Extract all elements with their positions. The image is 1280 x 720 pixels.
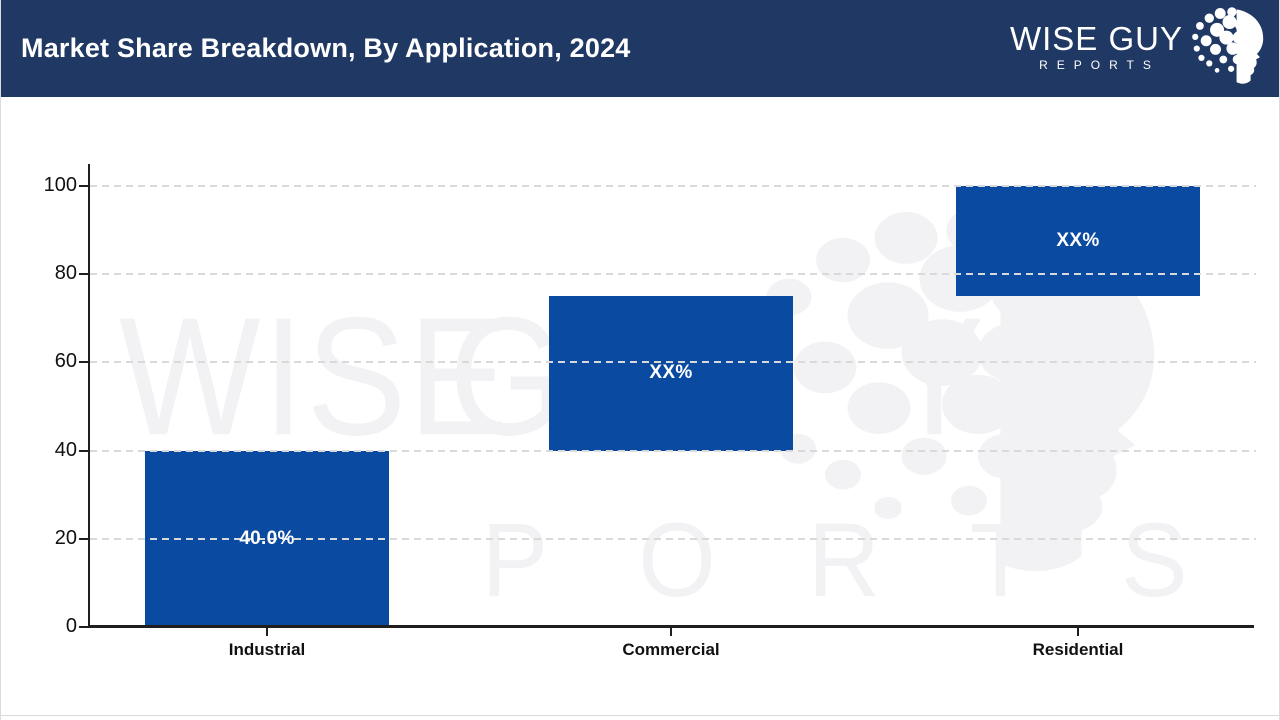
watermark-text-g: G [449, 281, 566, 471]
y-axis-line [88, 164, 90, 628]
page-title: Market Share Breakdown, By Application, … [21, 33, 631, 63]
y-tick-mark [79, 449, 88, 452]
bar-value-label-residential: XX% [1056, 230, 1100, 252]
y-tick-label-20: 20 [54, 526, 77, 549]
logo-text: WISE GUY REPORTS [1009, 19, 1183, 73]
wiseguy-face-icon [1192, 7, 1264, 84]
page-bottom-border [1, 715, 1279, 716]
wiseguy-logo: WISE GUY REPORTS [1010, 6, 1267, 88]
bar-value-label-industrial: 40.0% [239, 527, 295, 549]
x-tick-label-commercial: Commercial [622, 640, 720, 659]
logo-wordmark: WISE GUY [1009, 19, 1183, 57]
bar-residential: XX% [956, 186, 1200, 297]
y-tick-mark [79, 361, 88, 364]
bar-value-label-commercial: XX% [649, 362, 693, 384]
y-tick-label-100: 100 [43, 174, 77, 196]
y-tick-label-0: 0 [65, 615, 77, 637]
bar-commercial: XX% [549, 296, 793, 451]
y-tick-label-40: 40 [54, 438, 77, 461]
x-tick-label-residential: Residential [1032, 640, 1124, 659]
gridline-40 [90, 449, 1256, 452]
x-tick-mark [266, 627, 268, 636]
y-tick-mark [79, 626, 88, 628]
y-tick-mark [79, 537, 88, 540]
x-axis-line [88, 625, 1254, 628]
gridline-20 [90, 537, 1256, 540]
watermark-text-wise: WISE [119, 281, 511, 471]
gridline-100 [90, 185, 1256, 187]
gridline-60 [90, 361, 1256, 364]
y-tick-label-80: 80 [54, 262, 77, 285]
y-tick-label-60: 60 [54, 350, 77, 373]
header-bar: Market Share Breakdown, By Application, … [1, 0, 1279, 97]
logo-subtext: REPORTS [1039, 58, 1160, 73]
gridline-80 [90, 273, 1256, 276]
x-tick-mark [1077, 627, 1079, 636]
x-tick-label-industrial: Industrial [228, 640, 306, 659]
x-tick-mark [670, 627, 672, 636]
y-tick-mark [79, 185, 88, 187]
y-tick-mark [79, 273, 88, 276]
